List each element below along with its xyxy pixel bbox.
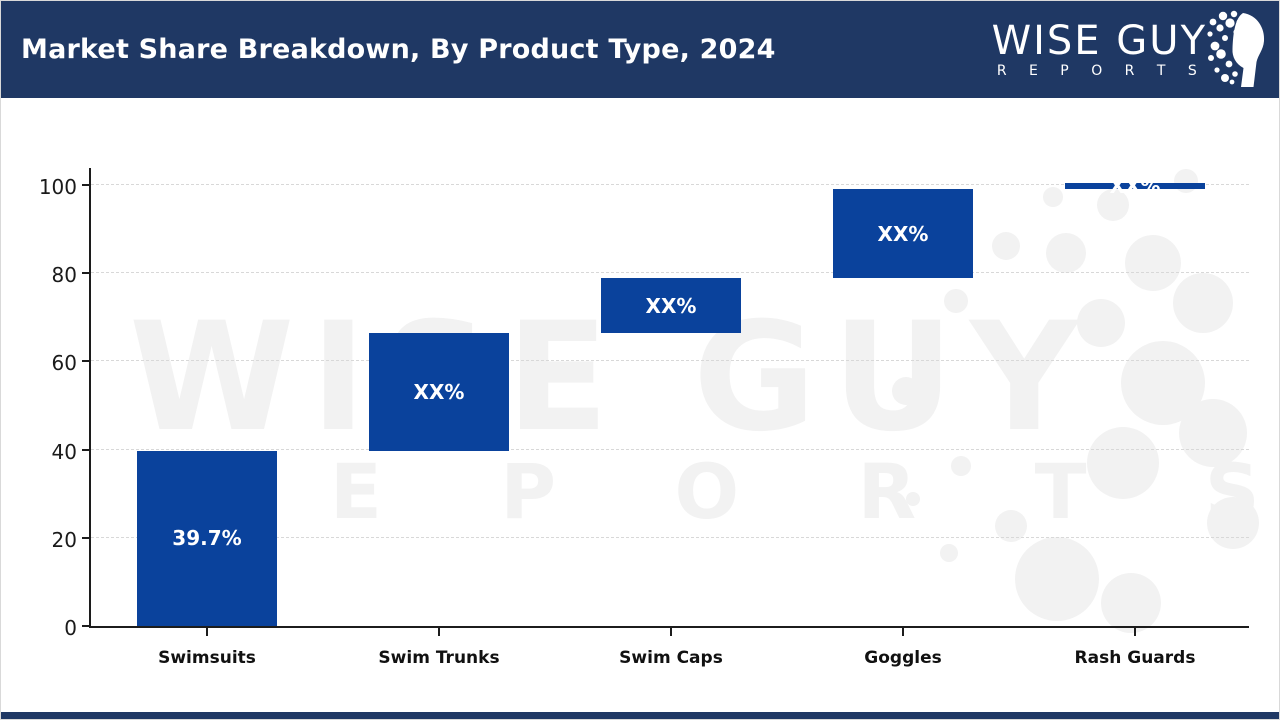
x-tick-label-swimsuits: Swimsuits [158,648,256,668]
watermark-dot [995,510,1027,542]
watermark-dot [1046,233,1086,273]
bar-value-label: XX% [1109,174,1161,199]
logo-subtext: R E P O R T S [996,62,1206,79]
x-tick-label-swim-caps: Swim Caps [619,648,723,668]
x-tick-mark [438,628,440,636]
gridline-20 [91,536,1249,538]
x-tick-label-rash-guards: Rash Guards [1074,648,1196,668]
x-tick-mark [1134,628,1136,636]
y-tick-label: 0 [64,616,77,640]
watermark-dot [1087,427,1159,499]
watermark-dot [892,377,920,405]
watermark-dot [1077,299,1125,347]
page-title: Market Share Breakdown, By Product Type,… [21,34,776,65]
watermark-subtext: R E P O R T S [153,447,1280,536]
x-tick-mark [670,628,672,636]
logo-wordmark: WISE GUY [991,17,1207,64]
watermark-dot [1173,273,1233,333]
y-tick-mark [82,448,90,451]
bar-rash-guards: XX% [1065,174,1205,198]
bar-value-label: 39.7% [172,526,242,551]
bar-value-label: XX% [645,293,697,318]
watermark-dot [1015,537,1099,621]
watermark-dot [951,456,971,476]
watermark-dot [992,232,1020,260]
watermark-dot [1097,189,1129,221]
y-tick-label: 40 [51,439,77,464]
gridline-80 [91,272,1249,274]
watermark-dot [940,544,958,562]
watermark-dot [1101,573,1161,633]
y-tick-label: 100 [38,174,77,199]
bar-goggles: XX% [833,189,973,279]
y-tick-mark [82,360,90,363]
bar-swim-caps: XX% [601,278,741,334]
watermark-dot [906,492,920,506]
watermark-dot [1043,187,1063,207]
y-tick-mark [82,272,90,275]
gridline-40 [91,448,1249,450]
y-tick-label: 60 [51,351,77,376]
bar-value-label: XX% [413,380,465,405]
logo-face-icon [1207,10,1265,87]
y-tick-mark [82,183,90,186]
x-tick-label-swim-trunks: Swim Trunks [378,648,500,668]
watermark-dot [944,289,968,313]
x-tick-mark [902,628,904,636]
y-tick-mark [82,536,90,539]
gridline-100 [91,183,1249,185]
header-bar: Market Share Breakdown, By Product Type,… [1,1,1279,98]
y-tick-mark [82,625,90,627]
gridline-60 [91,360,1249,362]
x-tick-mark [206,628,208,636]
y-tick-label: 80 [51,263,77,288]
bar-swim-trunks: XX% [369,333,509,451]
bar-value-label: XX% [877,221,929,246]
x-tick-label-goggles: Goggles [864,648,942,668]
footer-bar [1,712,1279,719]
watermark-dot [1207,497,1259,549]
watermark-dot [1179,399,1247,467]
y-tick-label: 20 [51,527,77,552]
wiseguy-logo: WISE GUY R E P O R T S [992,10,1267,90]
watermark-dot [1125,235,1181,291]
plot-area: 0 20 40 60 80 100 Swimsuits Swim Trunks Swim Cap… [39,168,1249,668]
bar-swimsuits: 39.7% [137,450,277,626]
